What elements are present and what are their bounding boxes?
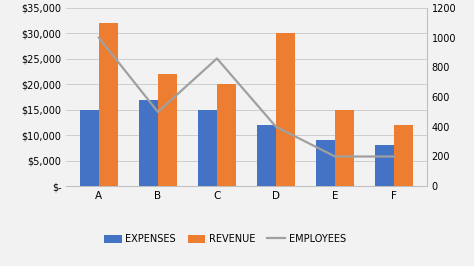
Bar bbox=[316, 140, 335, 186]
Bar bbox=[99, 23, 118, 186]
Bar bbox=[80, 110, 99, 186]
Legend: EXPENSES, REVENUE, EMPLOYEES: EXPENSES, REVENUE, EMPLOYEES bbox=[100, 230, 349, 248]
Bar bbox=[335, 110, 354, 186]
Bar bbox=[217, 84, 236, 186]
Bar bbox=[375, 146, 394, 186]
Bar bbox=[139, 100, 158, 186]
Bar bbox=[198, 110, 217, 186]
Bar bbox=[158, 74, 177, 186]
Bar bbox=[276, 34, 295, 186]
Bar bbox=[257, 125, 276, 186]
Bar bbox=[394, 125, 413, 186]
